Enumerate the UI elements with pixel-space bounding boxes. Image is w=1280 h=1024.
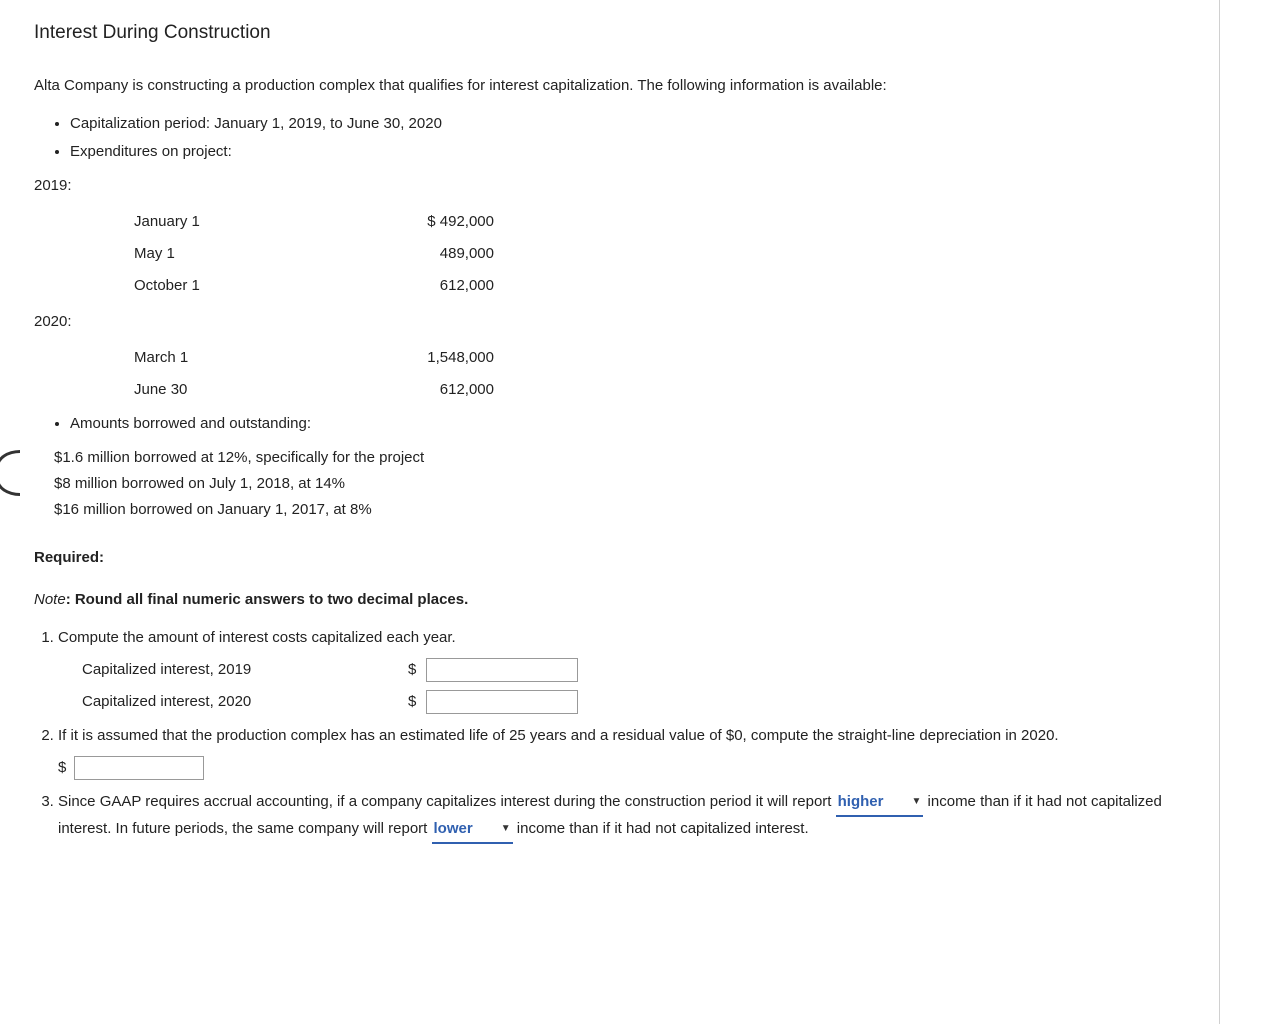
q2-answer-row: $ bbox=[58, 756, 1185, 780]
borrow-line: $1.6 million borrowed at 12%, specifical… bbox=[54, 446, 1185, 470]
q1-label-2019: Capitalized interest, 2019 bbox=[82, 658, 402, 682]
note-line: Note: Round all final numeric answers to… bbox=[34, 588, 1185, 612]
dollar-sign: $ bbox=[408, 690, 416, 714]
table-row: March 1 1,548,000 bbox=[134, 342, 494, 374]
exp-amount: 489,000 bbox=[374, 238, 494, 270]
q3-part1: Since GAAP requires accrual accounting, … bbox=[58, 793, 831, 810]
dollar-sign: $ bbox=[58, 756, 66, 780]
dropdown-value: lower bbox=[434, 817, 473, 841]
exp-date: January 1 bbox=[134, 206, 374, 238]
expenditures-item: Expenditures on project: bbox=[70, 140, 1185, 164]
exp-date: June 30 bbox=[134, 374, 374, 406]
annotation-mark bbox=[0, 450, 20, 496]
table-row: May 1 489,000 bbox=[134, 238, 494, 270]
question-2: If it is assumed that the production com… bbox=[58, 724, 1185, 780]
q1-text: Compute the amount of interest costs cap… bbox=[58, 629, 456, 646]
capitalized-interest-2019-input[interactable] bbox=[426, 658, 578, 682]
expenditures-2020-table: March 1 1,548,000 June 30 612,000 bbox=[134, 342, 494, 406]
dollar-sign: $ bbox=[408, 658, 416, 682]
q2-text: If it is assumed that the production com… bbox=[58, 727, 1059, 744]
capitalized-interest-2020-input[interactable] bbox=[426, 690, 578, 714]
required-label: Required: bbox=[34, 546, 1185, 570]
chevron-down-icon: ▼ bbox=[911, 794, 921, 810]
dropdown-value: higher bbox=[838, 790, 884, 814]
exp-amount: 1,548,000 bbox=[374, 342, 494, 374]
note-prefix: Note bbox=[34, 591, 66, 608]
q1-label-2020: Capitalized interest, 2020 bbox=[82, 690, 402, 714]
borrow-line: $8 million borrowed on July 1, 2018, at … bbox=[54, 472, 1185, 496]
expenditures-2019-table: January 1 $ 492,000 May 1 489,000 Octobe… bbox=[134, 206, 494, 302]
year-2019-label: 2019: bbox=[34, 174, 1185, 198]
intro-text: Alta Company is constructing a productio… bbox=[34, 74, 1185, 98]
q3-part3: income than if it had not capitalized in… bbox=[517, 820, 809, 837]
borrow-list: Amounts borrowed and outstanding: bbox=[34, 412, 1185, 436]
income-effect-current-dropdown[interactable]: higher ▼ bbox=[836, 790, 924, 817]
question-3: Since GAAP requires accrual accounting, … bbox=[58, 790, 1185, 844]
income-effect-future-dropdown[interactable]: lower ▼ bbox=[432, 817, 513, 844]
exp-amount: $ 492,000 bbox=[374, 206, 494, 238]
borrow-line: $16 million borrowed on January 1, 2017,… bbox=[54, 498, 1185, 522]
table-row: January 1 $ 492,000 bbox=[134, 206, 494, 238]
exp-date: October 1 bbox=[134, 270, 374, 302]
document-page: Interest During Construction Alta Compan… bbox=[0, 0, 1220, 1024]
cap-period-item: Capitalization period: January 1, 2019, … bbox=[70, 112, 1185, 136]
q1-answer-row-2019: Capitalized interest, 2019 $ bbox=[82, 658, 1185, 682]
year-2020-label: 2020: bbox=[34, 310, 1185, 334]
question-1: Compute the amount of interest costs cap… bbox=[58, 626, 1185, 714]
page-title: Interest During Construction bbox=[34, 18, 1185, 48]
exp-amount: 612,000 bbox=[374, 270, 494, 302]
borrowings-block: $1.6 million borrowed at 12%, specifical… bbox=[54, 446, 1185, 522]
note-body: : Round all final numeric answers to two… bbox=[66, 591, 469, 608]
amounts-borrowed-item: Amounts borrowed and outstanding: bbox=[70, 412, 1185, 436]
questions-list: Compute the amount of interest costs cap… bbox=[34, 626, 1185, 844]
table-row: June 30 612,000 bbox=[134, 374, 494, 406]
table-row: October 1 612,000 bbox=[134, 270, 494, 302]
chevron-down-icon: ▼ bbox=[501, 821, 511, 837]
depreciation-2020-input[interactable] bbox=[74, 756, 204, 780]
exp-amount: 612,000 bbox=[374, 374, 494, 406]
q1-answer-row-2020: Capitalized interest, 2020 $ bbox=[82, 690, 1185, 714]
exp-date: May 1 bbox=[134, 238, 374, 270]
exp-date: March 1 bbox=[134, 342, 374, 374]
info-list: Capitalization period: January 1, 2019, … bbox=[34, 112, 1185, 164]
